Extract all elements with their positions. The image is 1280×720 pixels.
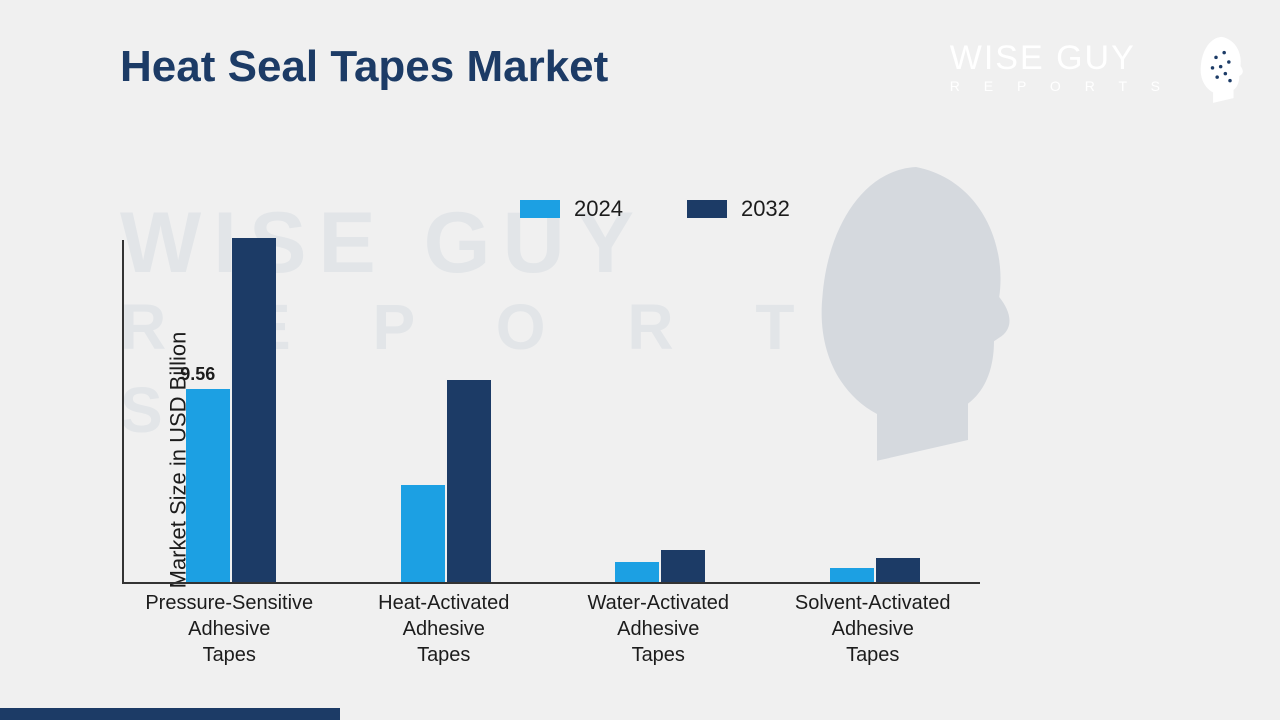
report-canvas: WISE GUY R E P O R T S WISE GUY R E P O … (0, 0, 1280, 720)
bar-group (615, 550, 705, 582)
bar (447, 380, 491, 582)
bar-group (830, 558, 920, 582)
brand-head-icon (1184, 34, 1248, 104)
x-tick-label: Water-ActivatedAdhesiveTapes (551, 590, 766, 668)
legend-label-2024: 2024 (574, 196, 623, 222)
legend: 2024 2032 (520, 196, 790, 222)
bar-group (186, 238, 276, 582)
data-label: 9.56 (180, 364, 215, 385)
x-tick-label: Heat-ActivatedAdhesiveTapes (337, 590, 552, 668)
bar-group (401, 380, 491, 582)
x-tick-label: Pressure-SensitiveAdhesiveTapes (122, 590, 337, 668)
bar (830, 568, 874, 582)
bar (232, 238, 276, 582)
bar (186, 389, 230, 582)
legend-swatch-2024 (520, 200, 560, 218)
x-tick-label: Solvent-ActivatedAdhesiveTapes (766, 590, 981, 668)
x-axis-labels: Pressure-SensitiveAdhesiveTapesHeat-Acti… (122, 590, 980, 668)
brand-subname: R E P O R T S (950, 75, 1170, 97)
bar (401, 485, 445, 582)
brand-name: WISE GUY (950, 41, 1170, 75)
plot-area: 9.56 (122, 240, 980, 584)
legend-item-2024: 2024 (520, 196, 623, 222)
bar (661, 550, 705, 582)
footer-accent-bar (0, 708, 340, 720)
bar (876, 558, 920, 582)
brand-logo: WISE GUY R E P O R T S (950, 34, 1248, 104)
legend-swatch-2032 (687, 200, 727, 218)
chart-title: Heat Seal Tapes Market (120, 42, 608, 92)
legend-item-2032: 2032 (687, 196, 790, 222)
bar-chart: Market Size in USD Billion 9.56 Pressure… (100, 240, 980, 680)
bar (615, 562, 659, 582)
legend-label-2032: 2032 (741, 196, 790, 222)
